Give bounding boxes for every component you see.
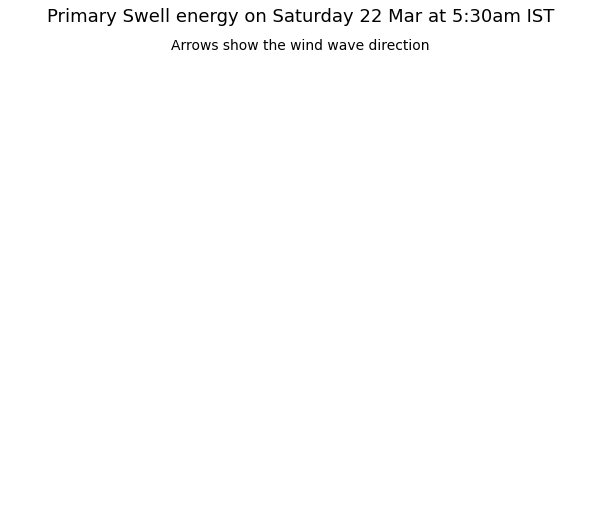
Text: Cartopy required for map rendering: Cartopy required for map rendering [152,278,449,296]
Text: Primary Swell energy on Saturday 22 Mar at 5:30am IST: Primary Swell energy on Saturday 22 Mar … [47,8,554,26]
Text: Arrows show the wind wave direction: Arrows show the wind wave direction [171,39,430,53]
